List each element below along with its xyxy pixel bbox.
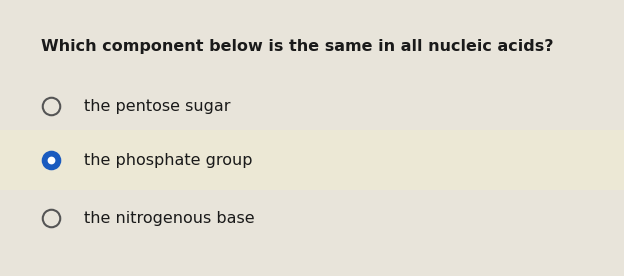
Text: Which component below is the same in all nucleic acids?: Which component below is the same in all… <box>41 39 553 54</box>
FancyBboxPatch shape <box>0 130 624 190</box>
Text: the pentose sugar: the pentose sugar <box>84 99 231 114</box>
Text: the phosphate group: the phosphate group <box>84 153 253 168</box>
Text: the nitrogenous base: the nitrogenous base <box>84 211 255 225</box>
